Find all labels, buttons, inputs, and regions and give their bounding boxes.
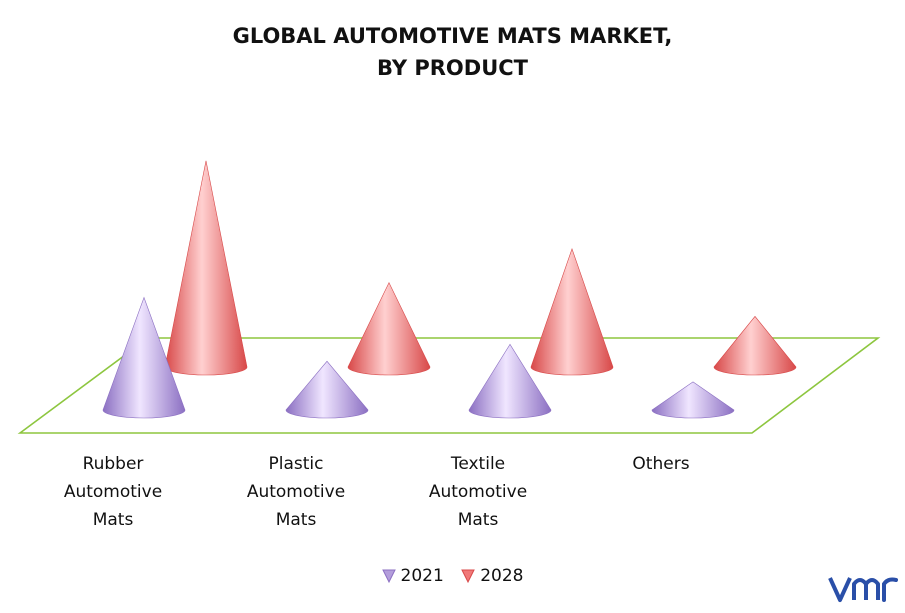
category-label-textile: Textile Automotive Mats <box>428 454 528 530</box>
vmr-logo-icon <box>828 577 898 602</box>
cone-2028-3 <box>713 315 797 376</box>
cone-2028-1 <box>347 281 431 376</box>
legend-item-2021: 2021 <box>381 566 444 586</box>
category-label-others: Others <box>632 454 690 474</box>
chart-title-line-2: BY PRODUCT <box>376 56 528 80</box>
legend-label-2028: 2028 <box>480 566 524 586</box>
cone-2021-1 <box>285 360 369 419</box>
cone-2021-3 <box>651 381 735 419</box>
category-label-plastic: Plastic Automotive Mats <box>246 454 346 530</box>
category-label-rubber: Rubber Automotive Mats <box>63 454 163 530</box>
legend-label-2021: 2021 <box>400 566 444 586</box>
legend-item-2028: 2028 <box>461 566 523 586</box>
chart-title-line-1: GLOBAL AUTOMOTIVE MATS MARKET, <box>232 24 673 48</box>
legend: 2021 2028 <box>0 566 905 588</box>
cone-2021-0 <box>102 296 186 419</box>
cone-2028-0 <box>164 160 248 376</box>
cones-group <box>102 160 797 419</box>
legend-swatch-2021 <box>381 569 396 583</box>
chart-floor <box>17 337 881 434</box>
cone-2028-2 <box>530 247 614 376</box>
chart-title: GLOBAL AUTOMOTIVE MATS MARKET, BY PRODUC… <box>0 20 905 84</box>
legend-swatch-2028 <box>461 569 476 583</box>
cone-2021-2 <box>468 343 552 419</box>
